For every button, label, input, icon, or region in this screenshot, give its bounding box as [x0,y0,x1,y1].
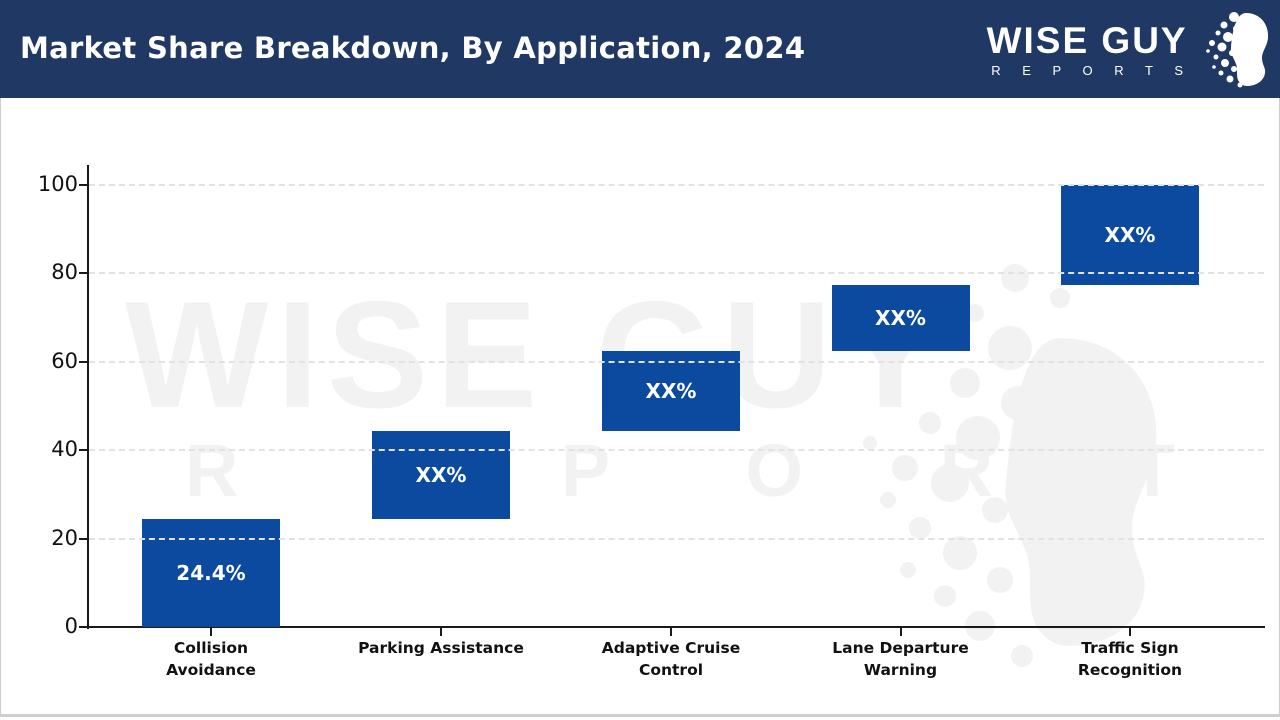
y-tick-label: 20 [51,525,78,550]
x-axis-line [87,626,1265,628]
bar-value-label: XX% [645,378,697,403]
y-tick-mark [79,626,87,628]
y-tick-label: 0 [64,614,78,638]
y-tick-mark [79,184,87,186]
bar-value-label: XX% [1104,222,1156,247]
x-tick-mark [210,628,212,636]
y-tick-label: 40 [51,437,78,462]
bar-traffic-sign-recognition: XX% [1061,185,1199,285]
logo-wordmark: WISE GUY [986,20,1188,61]
bar-parking-assistance: XX% [372,430,510,520]
gridline [89,360,1264,363]
logo-face-icon [1206,12,1269,88]
x-tick-mark [670,628,672,636]
gridline [89,537,1264,540]
page-border-left [0,98,1,716]
bar-adaptive-cruise-control: XX% [602,350,740,431]
x-tick-label-parking-assistance: Parking Assistance [358,639,524,657]
y-axis-line [87,165,89,629]
logo-text: WISE GUY R E P O R T S [982,22,1192,78]
y-tick-mark [79,537,87,540]
y-tick-mark [79,360,87,363]
bar-lane-departure-warning: XX% [831,284,970,351]
x-tick-label-traffic-sign-recognition: Traffic Sign Recognition [1077,639,1183,679]
x-tick-mark [1129,628,1131,636]
bar-value-label: XX% [875,305,926,330]
y-tick-label: 80 [51,260,78,285]
gridline [89,184,1264,186]
x-tick-label-lane-departure-warning: Lane Departure Warning [832,639,969,679]
bar-value-label: 24.4% [176,561,246,586]
header: Market Share Breakdown, By Application, … [0,0,1280,98]
gridline [89,272,1264,275]
x-tick-label-adaptive-cruise-control: Adaptive Cruise Control [601,639,741,679]
gridline [89,449,1264,452]
y-tick-mark [79,449,87,452]
bar-value-label: XX% [415,462,467,487]
page-border-bottom [0,714,1280,717]
x-tick-mark [440,628,442,636]
y-tick-label: 100 [37,172,78,196]
y-tick-label: 60 [51,348,78,373]
x-tick-mark [899,628,902,636]
logo-subtitle: R E P O R T S [991,63,1192,78]
y-tick-mark [79,272,87,275]
page-title: Market Share Breakdown, By Application, … [20,31,806,65]
wise-guy-logo: WISE GUY R E P O R T S [982,8,1272,92]
bar-collision-avoidance: 24.4% [142,519,280,627]
x-tick-label-collision-avoidance: Collision Avoidance [166,639,256,679]
